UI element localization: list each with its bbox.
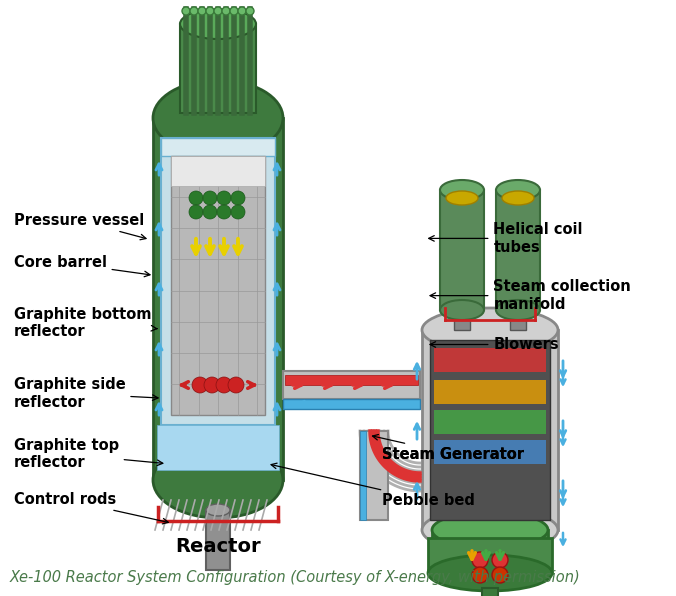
Text: Reactor: Reactor	[175, 537, 261, 556]
Circle shape	[222, 7, 230, 15]
Bar	[283, 371, 420, 399]
Circle shape	[472, 567, 488, 583]
Bar	[454, 310, 470, 330]
Circle shape	[217, 205, 231, 219]
Bar	[157, 425, 279, 470]
Ellipse shape	[422, 508, 558, 552]
Text: Graphite side
reflector: Graphite side reflector	[14, 377, 158, 409]
Text: Blowers: Blowers	[430, 337, 559, 352]
Bar	[161, 138, 275, 156]
Bar	[434, 380, 546, 404]
Text: Control rods: Control rods	[14, 492, 168, 524]
Circle shape	[190, 7, 198, 15]
Circle shape	[189, 191, 203, 205]
Circle shape	[214, 7, 222, 15]
Ellipse shape	[153, 80, 283, 156]
Circle shape	[231, 205, 245, 219]
Bar	[285, 375, 418, 385]
Ellipse shape	[446, 191, 478, 205]
Circle shape	[198, 7, 206, 15]
Text: Steam Generator: Steam Generator	[372, 434, 524, 462]
Ellipse shape	[422, 308, 558, 352]
Bar	[171, 156, 265, 415]
Bar	[283, 399, 420, 409]
Bar	[161, 138, 275, 425]
Bar	[434, 440, 546, 464]
Ellipse shape	[206, 504, 230, 516]
Circle shape	[216, 377, 232, 393]
Circle shape	[228, 377, 244, 393]
Ellipse shape	[496, 300, 540, 320]
Ellipse shape	[440, 180, 484, 200]
Bar	[496, 190, 540, 310]
Text: Core barrel: Core barrel	[14, 254, 150, 277]
Circle shape	[238, 7, 246, 15]
Bar	[440, 190, 484, 310]
Circle shape	[492, 567, 508, 583]
Ellipse shape	[180, 9, 256, 39]
Circle shape	[492, 552, 508, 568]
Text: Graphite top
reflector: Graphite top reflector	[14, 438, 163, 470]
Bar	[430, 340, 550, 520]
Circle shape	[231, 191, 245, 205]
Bar	[482, 588, 498, 596]
Bar	[428, 538, 552, 573]
Text: Graphite bottom
reflector: Graphite bottom reflector	[14, 307, 157, 339]
Circle shape	[230, 7, 238, 15]
Text: Pressure vessel: Pressure vessel	[14, 213, 146, 240]
Bar	[360, 431, 366, 520]
Text: Pebble bed: Pebble bed	[271, 463, 475, 508]
Circle shape	[192, 377, 208, 393]
Bar	[206, 510, 230, 570]
Bar	[510, 310, 526, 330]
Circle shape	[246, 7, 254, 15]
Ellipse shape	[440, 300, 484, 320]
Bar	[180, 24, 256, 113]
Circle shape	[206, 7, 214, 15]
Text: Xe-100 Reactor System Configuration (Courtesy of X-energy, with permission): Xe-100 Reactor System Configuration (Cou…	[10, 570, 581, 585]
Circle shape	[203, 205, 217, 219]
Circle shape	[217, 191, 231, 205]
Bar	[360, 431, 388, 520]
Circle shape	[203, 191, 217, 205]
Ellipse shape	[496, 180, 540, 200]
Text: Steam collection
manifold: Steam collection manifold	[430, 280, 631, 312]
Text: Steam Generator: Steam Generator	[382, 446, 524, 462]
Bar	[432, 530, 548, 568]
Bar	[422, 330, 558, 530]
Bar	[153, 118, 283, 480]
Bar	[434, 348, 546, 372]
Ellipse shape	[502, 191, 534, 205]
Bar	[434, 410, 546, 434]
Circle shape	[189, 205, 203, 219]
Circle shape	[204, 377, 220, 393]
Circle shape	[182, 7, 190, 15]
Ellipse shape	[432, 512, 548, 548]
Ellipse shape	[153, 442, 283, 518]
Circle shape	[472, 552, 488, 568]
Ellipse shape	[428, 555, 552, 591]
Text: Helical coil
tubes: Helical coil tubes	[429, 222, 583, 254]
Bar	[171, 156, 265, 186]
